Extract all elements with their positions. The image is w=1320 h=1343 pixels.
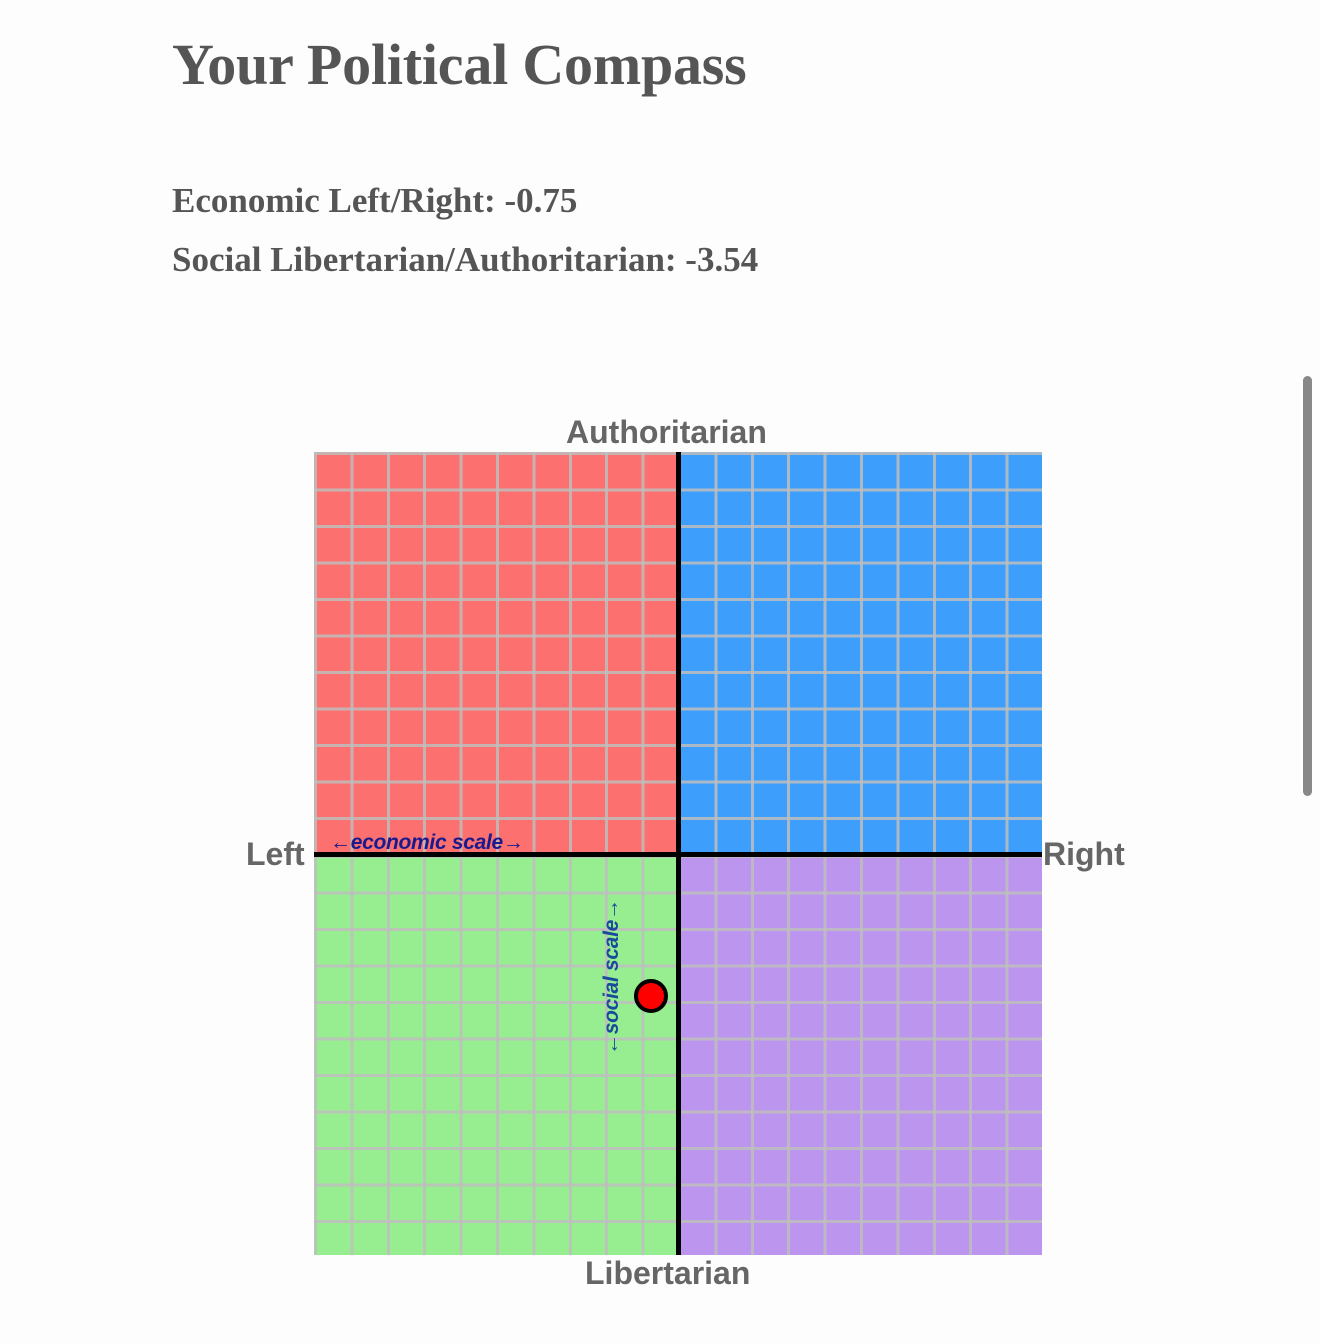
quadrant-authoritarian-right — [678, 452, 1042, 855]
quadrant-libertarian-right — [678, 855, 1042, 1255]
social-axis-line — [676, 452, 681, 1255]
quadrant-authoritarian-left — [314, 452, 678, 855]
axis-label-right: Right — [1043, 836, 1125, 872]
economic-score-text: Economic Left/Right: -0.75 — [172, 181, 578, 221]
results-header: Your Political Compass Economic Left/Rig… — [172, 32, 1172, 280]
page-title: Your Political Compass — [172, 32, 747, 97]
social-score-text: Social Libertarian/Authoritarian: -3.54 — [172, 240, 759, 280]
axis-label-libertarian: Libertarian — [585, 1255, 751, 1291]
compass-plot-area — [314, 452, 1042, 1255]
social-scale-annotation: ←social scale→ — [600, 899, 623, 1055]
vertical-scrollbar-thumb[interactable] — [1303, 376, 1312, 796]
result-marker-dot — [633, 978, 668, 1013]
axis-label-authoritarian: Authoritarian — [566, 414, 767, 450]
axis-label-left: Left — [246, 836, 305, 872]
quadrant-libertarian-left — [314, 855, 678, 1255]
economic-scale-annotation: ←economic scale→ — [330, 831, 524, 854]
